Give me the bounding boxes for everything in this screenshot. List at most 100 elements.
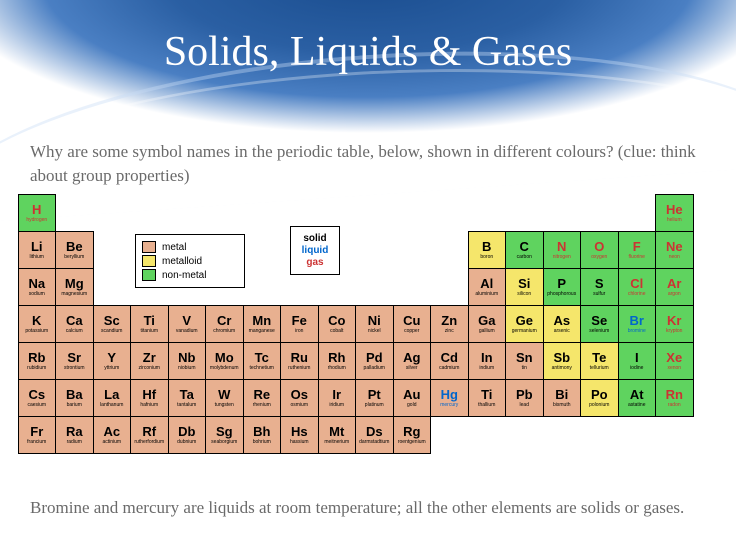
element-cell-ar: Arargon (655, 268, 694, 306)
element-name: zirconium (139, 366, 160, 371)
element-symbol: Li (31, 240, 43, 253)
element-name: tantalum (177, 403, 196, 408)
element-name: astatine (628, 403, 646, 408)
element-cell-pd: Pdpalladium (355, 342, 394, 380)
element-symbol: I (635, 351, 639, 364)
element-cell-se: Seselenium (580, 305, 619, 343)
element-cell-sc: Scscandium (93, 305, 132, 343)
element-symbol: K (32, 314, 41, 327)
element-cell-n: Nnitrogen (543, 231, 582, 269)
element-name: rubidium (27, 366, 46, 371)
element-symbol: Ds (366, 425, 383, 438)
element-name: radium (67, 440, 82, 445)
element-name: iridium (329, 403, 344, 408)
periodic-table: HhydrogenHehelium Li lithium Be beryllium Bbo… (18, 194, 693, 453)
element-name: hafnium (140, 403, 158, 408)
element-cell-rb: Rbrubidium (18, 342, 57, 380)
element-name: arsenic (554, 329, 570, 334)
element-symbol: Ta (180, 388, 194, 401)
element-symbol: Cs (28, 388, 45, 401)
element-name: nitrogen (553, 255, 571, 260)
element-cell-pb: Pblead (505, 379, 544, 417)
element-cell-f: Ffluorine (618, 231, 657, 269)
element-name: lithium (30, 255, 44, 260)
element-cell-ac: Acactinium (93, 416, 132, 454)
element-symbol: H (32, 203, 41, 216)
element-cell-zr: Zr zirconium (130, 342, 169, 380)
element-symbol: Al (480, 277, 493, 290)
element-cell-bi: Bibismuth (543, 379, 582, 417)
element-name: rhodium (328, 366, 346, 371)
element-cell-na: Nasodium (18, 268, 57, 306)
element-symbol: O (594, 240, 604, 253)
element-symbol: Br (630, 314, 644, 327)
element-cell-rf: Rfrutherfordium (130, 416, 169, 454)
element-symbol: Tc (255, 351, 269, 364)
element-symbol: Fe (292, 314, 307, 327)
element-cell-po: Popolonium (580, 379, 619, 417)
element-symbol: Ca (66, 314, 83, 327)
element-name: boron (480, 255, 493, 260)
legend-swatch (142, 255, 156, 267)
element-cell-b: Bboron (468, 231, 507, 269)
conclusion-text: Bromine and mercury are liquids at room … (30, 496, 710, 520)
element-cell-co: Cocobalt (318, 305, 357, 343)
periodic-row: FrfranciumRaradiumAcactiniumRfrutherford… (18, 416, 693, 453)
element-name: francium (27, 440, 46, 445)
element-cell-au: Augold (393, 379, 432, 417)
element-name: aluminium (475, 292, 498, 297)
element-symbol: Zr (143, 351, 156, 364)
element-cell-cs: Cscaesium (18, 379, 57, 417)
element-name: nickel (368, 329, 381, 334)
element-name: platinum (365, 403, 384, 408)
element-name: cadmium (439, 366, 459, 371)
legend-swatch (142, 269, 156, 281)
element-symbol: Au (403, 388, 420, 401)
element-name: strontium (64, 366, 85, 371)
element-cell-w: Wtungsten (205, 379, 244, 417)
legend-row: metal (142, 241, 238, 253)
element-symbol: P (557, 277, 566, 290)
legend-row: metalloid (142, 255, 238, 267)
element-name: osmium (290, 403, 308, 408)
element-cell-al: Al aluminium (468, 268, 507, 306)
element-cell-ds: Dsdarmstadtium (355, 416, 394, 454)
periodic-row: HhydrogenHehelium (18, 194, 693, 231)
element-symbol: Sc (104, 314, 120, 327)
element-name: niobium (178, 366, 196, 371)
element-symbol: Fr (30, 425, 43, 438)
element-symbol: S (595, 277, 604, 290)
element-symbol: Pd (366, 351, 383, 364)
element-symbol: Rn (666, 388, 683, 401)
element-cell-ag: Agsilver (393, 342, 432, 380)
element-name: antimony (552, 366, 572, 371)
element-cell-he: Hehelium (655, 194, 694, 232)
element-name: barium (67, 403, 82, 408)
legend-state: solidliquidgas (290, 226, 340, 275)
element-symbol: Ir (332, 388, 341, 401)
legend-label: metalloid (162, 256, 202, 267)
legend-state-label: gas (299, 257, 331, 268)
element-symbol: At (630, 388, 644, 401)
element-cell-rh: Rhrhodium (318, 342, 357, 380)
element-cell-xe: Xexenon (655, 342, 694, 380)
element-name: actinium (102, 440, 121, 445)
element-symbol: Ag (403, 351, 420, 364)
periodic-row: NasodiumMgmagnesiumAlaluminiumSisiliconP… (18, 268, 693, 305)
element-cell-pt: Ptplatinum (355, 379, 394, 417)
element-cell-cr: Crchromium (205, 305, 244, 343)
element-name: beryllium (64, 255, 84, 260)
element-cell-hg: Hgmercury (430, 379, 469, 417)
element-cell-ca: Cacalcium (55, 305, 94, 343)
element-symbol: W (218, 388, 230, 401)
element-name: sodium (29, 292, 45, 297)
element-cell-sb: Sbantimony (543, 342, 582, 380)
element-cell-fe: Feiron (280, 305, 319, 343)
element-symbol: C (520, 240, 529, 253)
element-symbol: Mt (329, 425, 344, 438)
element-name: indium (479, 366, 494, 371)
element-name: seaborgium (211, 440, 237, 445)
question-text: Why are some symbol names in the periodi… (30, 140, 710, 188)
element-symbol: Be (66, 240, 83, 253)
element-cell-k: Kpotassium (18, 305, 57, 343)
